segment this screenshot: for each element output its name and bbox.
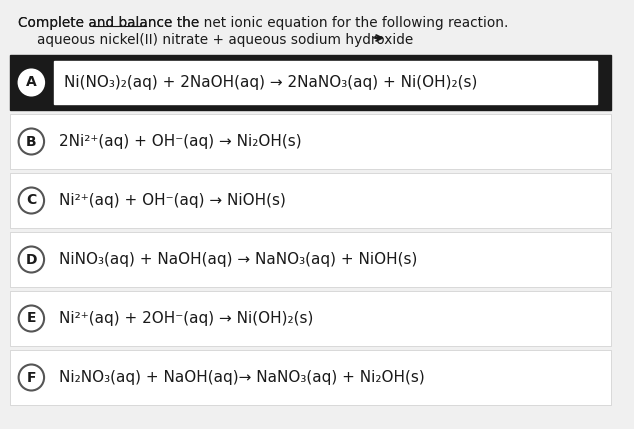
FancyBboxPatch shape (10, 350, 611, 405)
Circle shape (18, 129, 44, 154)
FancyBboxPatch shape (10, 232, 611, 287)
FancyBboxPatch shape (10, 55, 611, 110)
Text: C: C (26, 193, 37, 208)
Text: Ni²⁺(aq) + 2OH⁻(aq) → Ni(OH)₂(s): Ni²⁺(aq) + 2OH⁻(aq) → Ni(OH)₂(s) (59, 311, 313, 326)
Circle shape (18, 305, 44, 332)
Text: NiNO₃(aq) + NaOH(aq) → NaNO₃(aq) + NiOH(s): NiNO₃(aq) + NaOH(aq) → NaNO₃(aq) + NiOH(… (59, 252, 417, 267)
FancyBboxPatch shape (10, 291, 611, 346)
FancyBboxPatch shape (54, 61, 597, 104)
Text: E: E (27, 311, 36, 326)
Circle shape (18, 69, 44, 96)
Circle shape (18, 247, 44, 272)
FancyBboxPatch shape (10, 114, 611, 169)
Text: F: F (27, 371, 36, 384)
Text: A: A (26, 76, 37, 90)
Text: Ni²⁺(aq) + OH⁻(aq) → NiOH(s): Ni²⁺(aq) + OH⁻(aq) → NiOH(s) (59, 193, 286, 208)
Text: Ni(NO₃)₂(aq) + 2NaOH(aq) → 2NaNO₃(aq) + Ni(OH)₂(s): Ni(NO₃)₂(aq) + 2NaOH(aq) → 2NaNO₃(aq) + … (63, 75, 477, 90)
Circle shape (18, 365, 44, 390)
FancyBboxPatch shape (10, 173, 611, 228)
Text: aqueous nickel(II) nitrate + aqueous sodium hydroxide: aqueous nickel(II) nitrate + aqueous sod… (37, 33, 413, 47)
Text: Complete and balance the: Complete and balance the (18, 16, 204, 30)
Text: B: B (26, 135, 37, 148)
Text: Ni₂NO₃(aq) + NaOH(aq)→ NaNO₃(aq) + Ni₂OH(s): Ni₂NO₃(aq) + NaOH(aq)→ NaNO₃(aq) + Ni₂OH… (59, 370, 425, 385)
Text: Complete and balance the net ionic equation for the following reaction.: Complete and balance the net ionic equat… (18, 16, 508, 30)
Circle shape (18, 187, 44, 214)
Text: D: D (25, 253, 37, 266)
Text: 2Ni²⁺(aq) + OH⁻(aq) → Ni₂OH(s): 2Ni²⁺(aq) + OH⁻(aq) → Ni₂OH(s) (59, 134, 301, 149)
